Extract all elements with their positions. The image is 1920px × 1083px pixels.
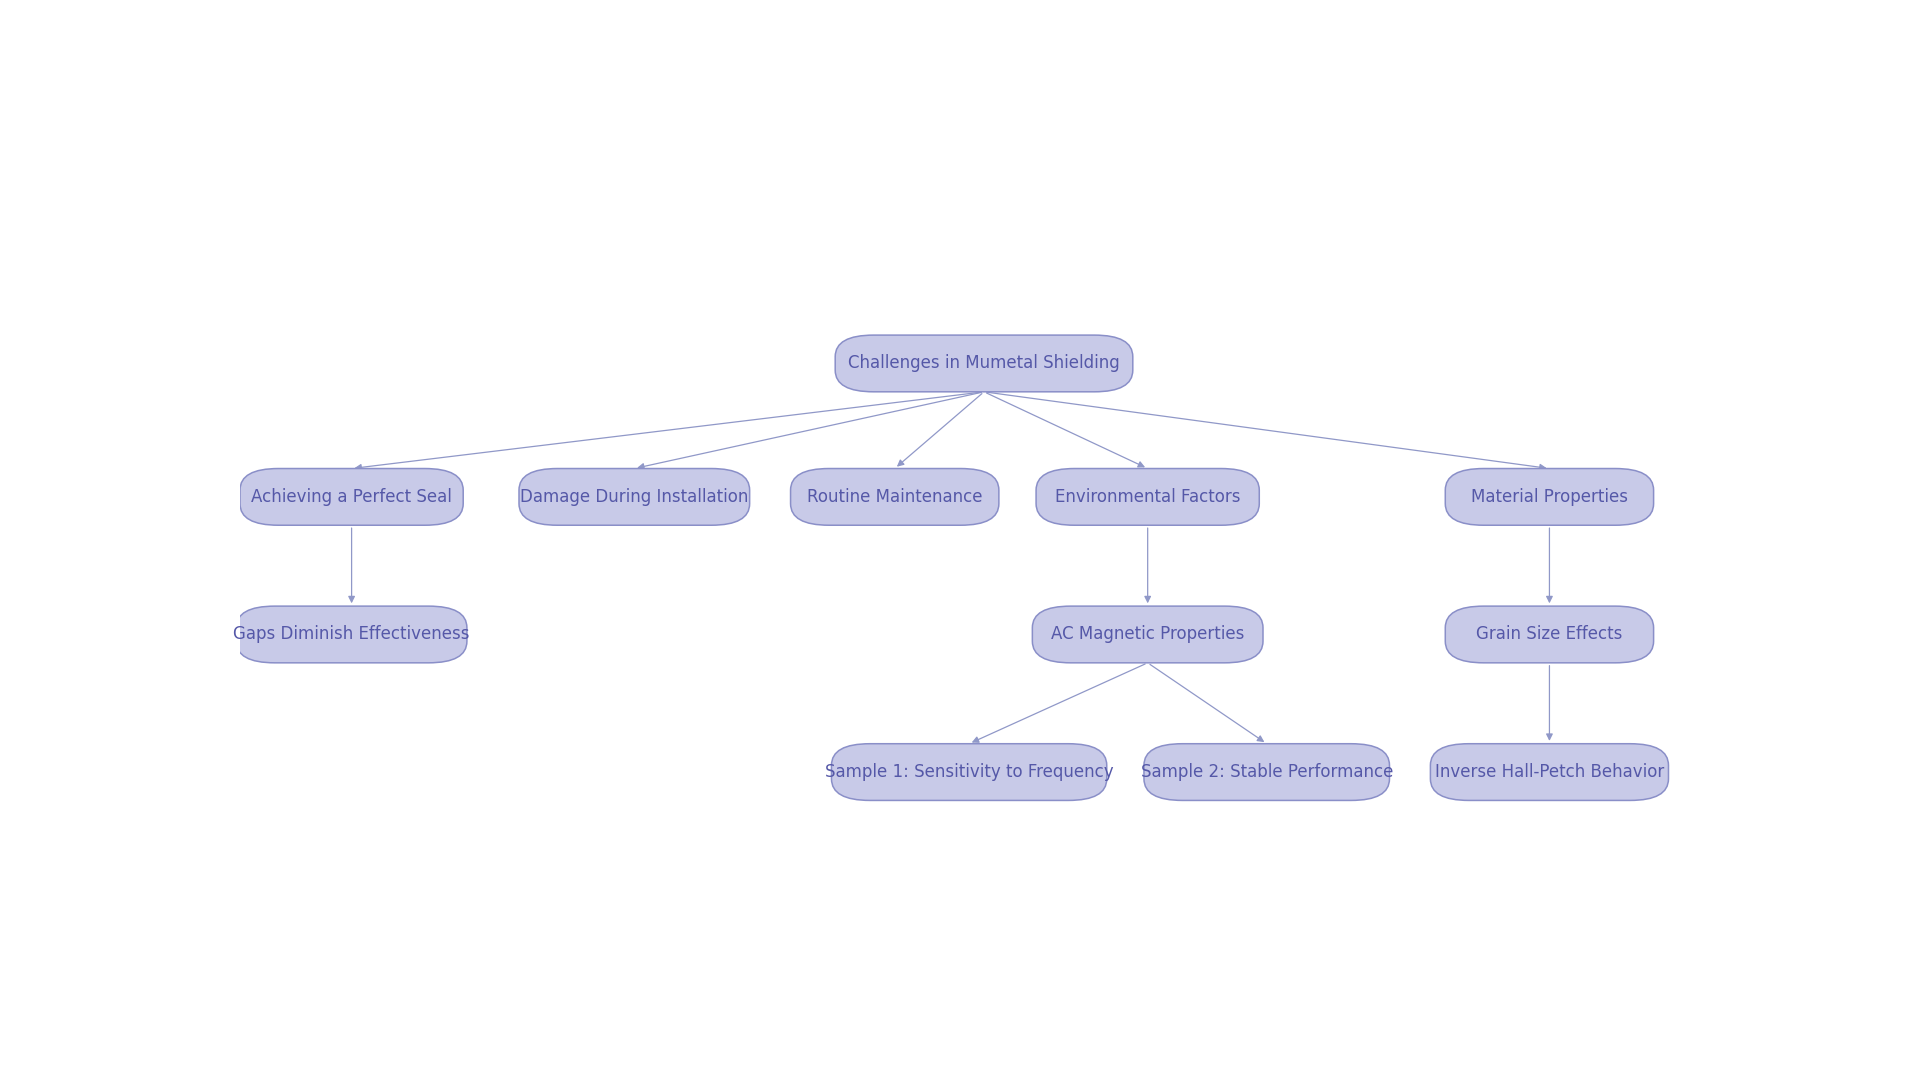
Text: Grain Size Effects: Grain Size Effects — [1476, 626, 1622, 643]
FancyBboxPatch shape — [1037, 469, 1260, 525]
Text: Sample 2: Stable Performance: Sample 2: Stable Performance — [1140, 764, 1392, 781]
FancyBboxPatch shape — [236, 606, 467, 663]
FancyBboxPatch shape — [240, 469, 463, 525]
Text: Inverse Hall-Petch Behavior: Inverse Hall-Petch Behavior — [1434, 764, 1665, 781]
Text: Achieving a Perfect Seal: Achieving a Perfect Seal — [252, 487, 451, 506]
Text: Challenges in Mumetal Shielding: Challenges in Mumetal Shielding — [849, 354, 1119, 373]
Text: Environmental Factors: Environmental Factors — [1054, 487, 1240, 506]
Text: Sample 1: Sensitivity to Frequency: Sample 1: Sensitivity to Frequency — [826, 764, 1114, 781]
FancyBboxPatch shape — [791, 469, 998, 525]
FancyBboxPatch shape — [1446, 606, 1653, 663]
Text: Gaps Diminish Effectiveness: Gaps Diminish Effectiveness — [234, 626, 470, 643]
FancyBboxPatch shape — [835, 335, 1133, 392]
Text: Material Properties: Material Properties — [1471, 487, 1628, 506]
FancyBboxPatch shape — [1430, 744, 1668, 800]
FancyBboxPatch shape — [518, 469, 749, 525]
FancyBboxPatch shape — [1446, 469, 1653, 525]
FancyBboxPatch shape — [1033, 606, 1263, 663]
FancyBboxPatch shape — [1144, 744, 1390, 800]
Text: AC Magnetic Properties: AC Magnetic Properties — [1050, 626, 1244, 643]
FancyBboxPatch shape — [831, 744, 1106, 800]
Text: Damage During Installation: Damage During Installation — [520, 487, 749, 506]
Text: Routine Maintenance: Routine Maintenance — [806, 487, 983, 506]
